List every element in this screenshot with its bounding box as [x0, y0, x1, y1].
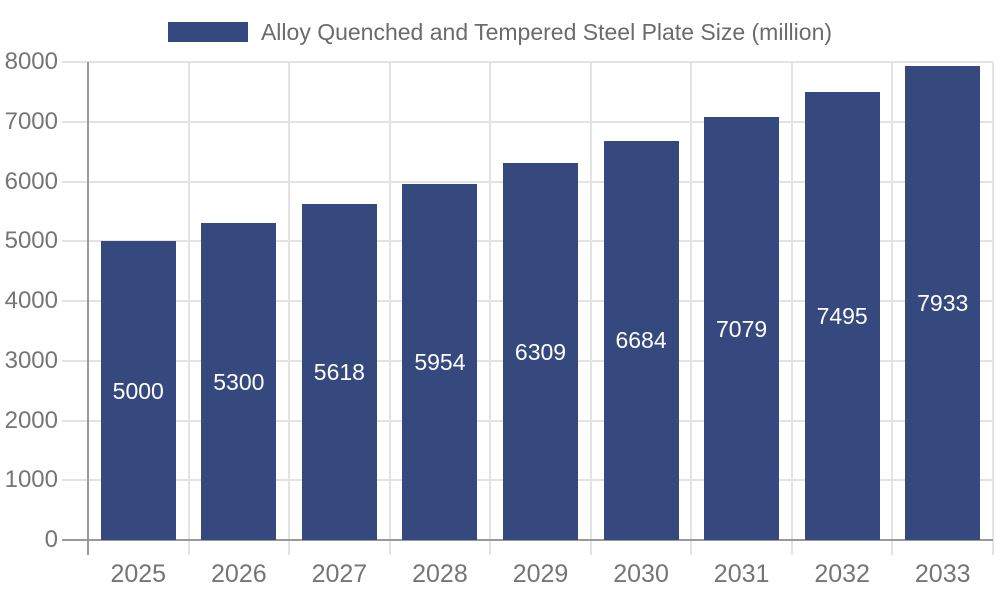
legend[interactable]: Alloy Quenched and Tempered Steel Plate …: [0, 17, 1000, 47]
x-gridline: [690, 62, 693, 555]
x-axis-tick-label: 2026: [211, 560, 267, 588]
x-gridline: [891, 62, 894, 555]
y-axis-line: [87, 62, 89, 555]
x-gridline: [790, 62, 793, 555]
bar-value-label: 6309: [514, 338, 567, 365]
x-axis-tick-label: 2030: [613, 560, 669, 588]
y-axis-tick-label: 6000: [4, 167, 58, 195]
y-axis-tick-label: 1000: [4, 466, 58, 494]
bar-value-label: 7495: [816, 303, 868, 330]
x-axis-tick-label: 2025: [110, 560, 167, 588]
bar-2030[interactable]: [603, 140, 679, 540]
bar-2027[interactable]: [301, 204, 377, 540]
y-gridline: [62, 120, 993, 123]
y-axis-tick-label: 0: [44, 526, 58, 553]
x-axis-tick-label: 2027: [311, 560, 368, 588]
bar-2028[interactable]: [402, 184, 478, 540]
bar-2032[interactable]: [804, 92, 880, 540]
y-axis-tick-label: 5000: [4, 227, 58, 255]
x-axis-tick-label: 2031: [713, 560, 770, 588]
x-axis-tick-label: 2033: [914, 560, 971, 588]
bar-value-label: 5954: [414, 349, 466, 376]
x-gridline: [388, 62, 391, 555]
bar-value-label: 6684: [615, 327, 667, 354]
x-gridline: [589, 62, 592, 555]
bar-value-label: 5618: [313, 359, 365, 386]
bar-2029[interactable]: [503, 163, 578, 540]
y-axis-tick-label: 3000: [4, 346, 58, 374]
bar-value-label: 7079: [716, 315, 768, 342]
bar-value-label: 5300: [213, 368, 265, 395]
y-axis-tick-label: 8000: [4, 48, 58, 75]
x-gridline: [288, 62, 291, 555]
legend-swatch: [167, 22, 248, 42]
bar-2031[interactable]: [704, 117, 780, 540]
y-axis-tick-label: 4000: [4, 287, 58, 314]
legend-label: Alloy Quenched and Tempered Steel Plate …: [260, 19, 833, 45]
x-gridline: [187, 62, 190, 555]
bar-value-label: 5000: [112, 377, 164, 404]
x-gridline: [489, 62, 492, 555]
bar-2026[interactable]: [201, 223, 277, 540]
x-gridline: [992, 62, 994, 555]
bar-value-label: 7933: [917, 290, 969, 316]
bar-2025[interactable]: [100, 241, 176, 540]
x-axis-tick-label: 2029: [512, 560, 569, 588]
x-axis-line: [62, 539, 993, 541]
x-axis-tick-label: 2032: [814, 560, 870, 588]
y-gridline: [62, 61, 993, 63]
y-axis-tick-label: 7000: [4, 107, 58, 135]
bar-2033[interactable]: [905, 66, 981, 540]
x-axis-tick-label: 2028: [412, 560, 468, 588]
y-axis-tick-label: 2000: [4, 406, 58, 434]
